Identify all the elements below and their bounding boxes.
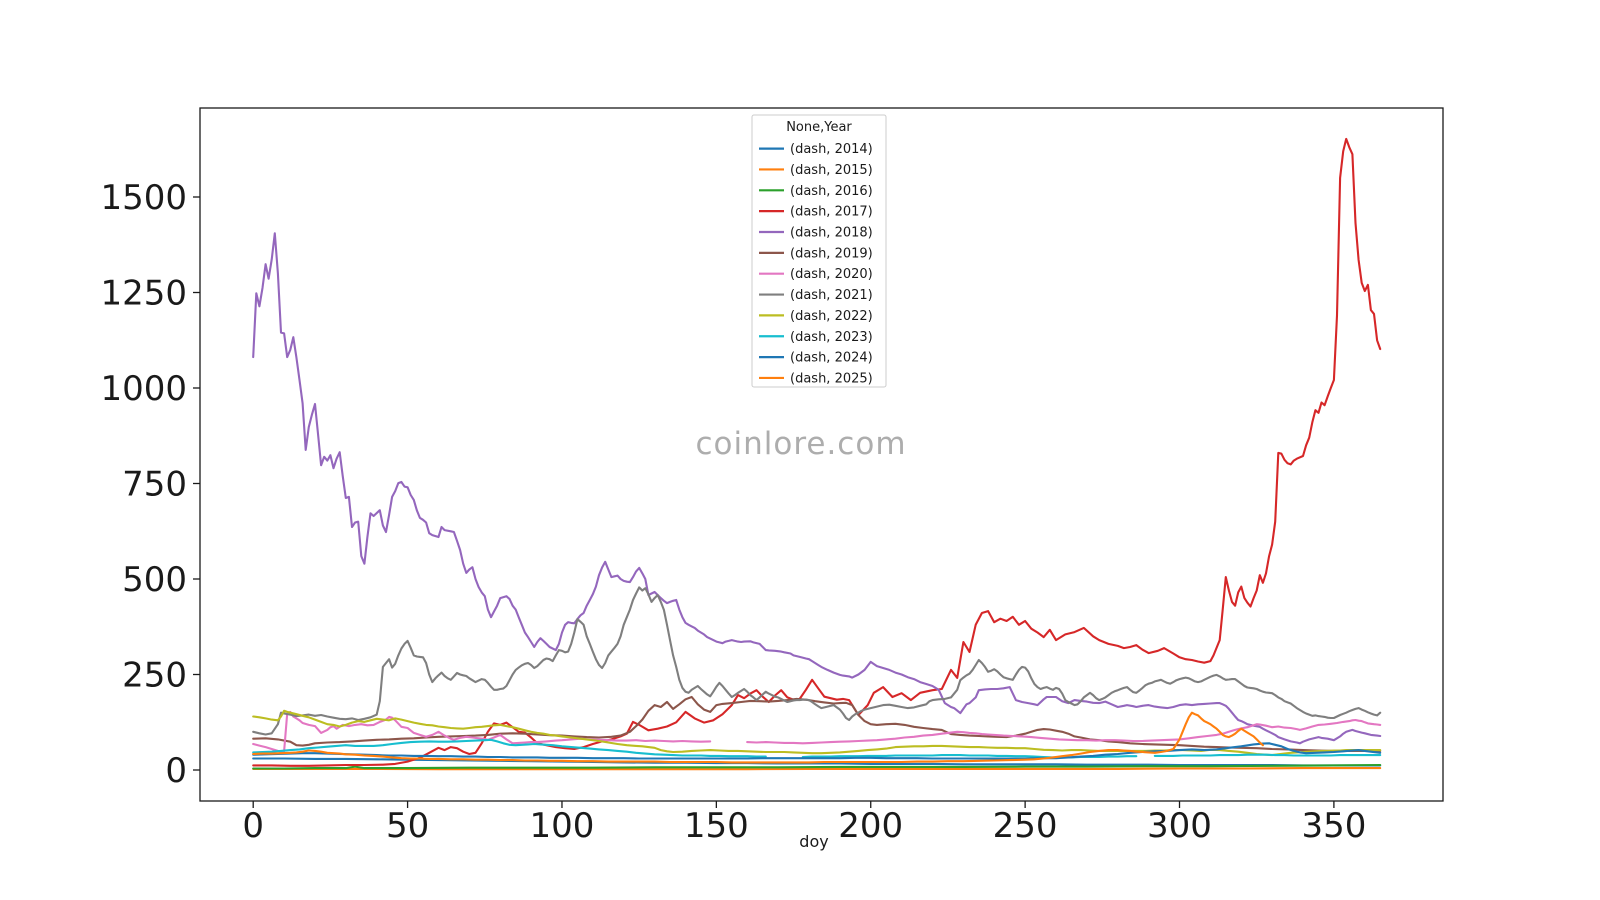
y-tick-label: 1500	[100, 178, 187, 218]
series-line-2021	[252, 586, 1382, 736]
x-tick-label: 100	[530, 806, 595, 846]
series-line-2014	[252, 757, 1382, 767]
legend-entry-label: (dash, 2016)	[790, 184, 873, 199]
x-tick-label: 0	[242, 806, 264, 846]
series-line-2016	[252, 763, 1382, 770]
legend-entry-2022: (dash, 2022)	[759, 309, 873, 324]
legend-entry-label: (dash, 2021)	[790, 288, 873, 303]
legend-entry-label: (dash, 2017)	[790, 205, 873, 220]
series-line-2020	[252, 710, 1382, 753]
y-tick-label: 250	[122, 656, 187, 696]
legend: (dash, 2014) (dash, 2015) (dash, 2016) (das…	[751, 114, 887, 388]
x-tick-label: 300	[1147, 806, 1212, 846]
y-tick-label: 1000	[100, 369, 187, 409]
legend-entry-2017: (dash, 2017)	[759, 205, 873, 220]
legend-entry-2024: (dash, 2024)	[759, 351, 873, 366]
series-line-2015	[252, 767, 1382, 771]
legend-box	[751, 114, 887, 388]
y-tick-label: 0	[165, 751, 187, 791]
legend-entry-2021: (dash, 2021)	[759, 288, 873, 303]
y-tick-label: 1250	[100, 274, 187, 314]
x-tick-label: 150	[684, 806, 749, 846]
legend-entry-label: (dash, 2019)	[790, 246, 873, 261]
y-tick-label: 750	[122, 465, 187, 505]
x-tick-label: 50	[386, 806, 429, 846]
x-tick-label: 250	[993, 806, 1058, 846]
legend-entry-2023: (dash, 2023)	[759, 330, 873, 345]
legend-entry-2014: (dash, 2014)	[759, 142, 873, 157]
series-layer	[252, 137, 1382, 771]
legend-entry-label: (dash, 2023)	[790, 330, 873, 345]
watermark-text: coinlore.com	[695, 426, 906, 462]
legend-entry-label: (dash, 2022)	[790, 309, 873, 324]
series-line-2025	[252, 711, 1264, 764]
y-tick-label: 500	[122, 560, 187, 600]
legend-entry-2018: (dash, 2018)	[759, 226, 873, 241]
legend-entry-label: (dash, 2018)	[790, 226, 873, 241]
legend-entry-2015: (dash, 2015)	[759, 163, 873, 178]
series-line-2024	[252, 742, 1382, 760]
legend-entry-label: (dash, 2014)	[790, 142, 873, 157]
legend-entry-2019: (dash, 2019)	[759, 246, 873, 261]
series-line-2018	[252, 232, 1382, 745]
x-tick-label: 350	[1301, 806, 1366, 846]
legend-entry-2020: (dash, 2020)	[759, 267, 873, 282]
x-tick-label: 200	[838, 806, 903, 846]
legend-entry-label: (dash, 2015)	[790, 163, 873, 178]
legend-entry-2025: (dash, 2025)	[759, 371, 873, 386]
legend-entry-label: (dash, 2024)	[790, 351, 873, 366]
legend-title: None,Year	[786, 120, 852, 135]
legend-entry-label: (dash, 2025)	[790, 371, 873, 386]
x-axis-label: doy	[799, 832, 828, 851]
legend-entry-label: (dash, 2020)	[790, 267, 873, 282]
legend-entry-2016: (dash, 2016)	[759, 184, 873, 199]
